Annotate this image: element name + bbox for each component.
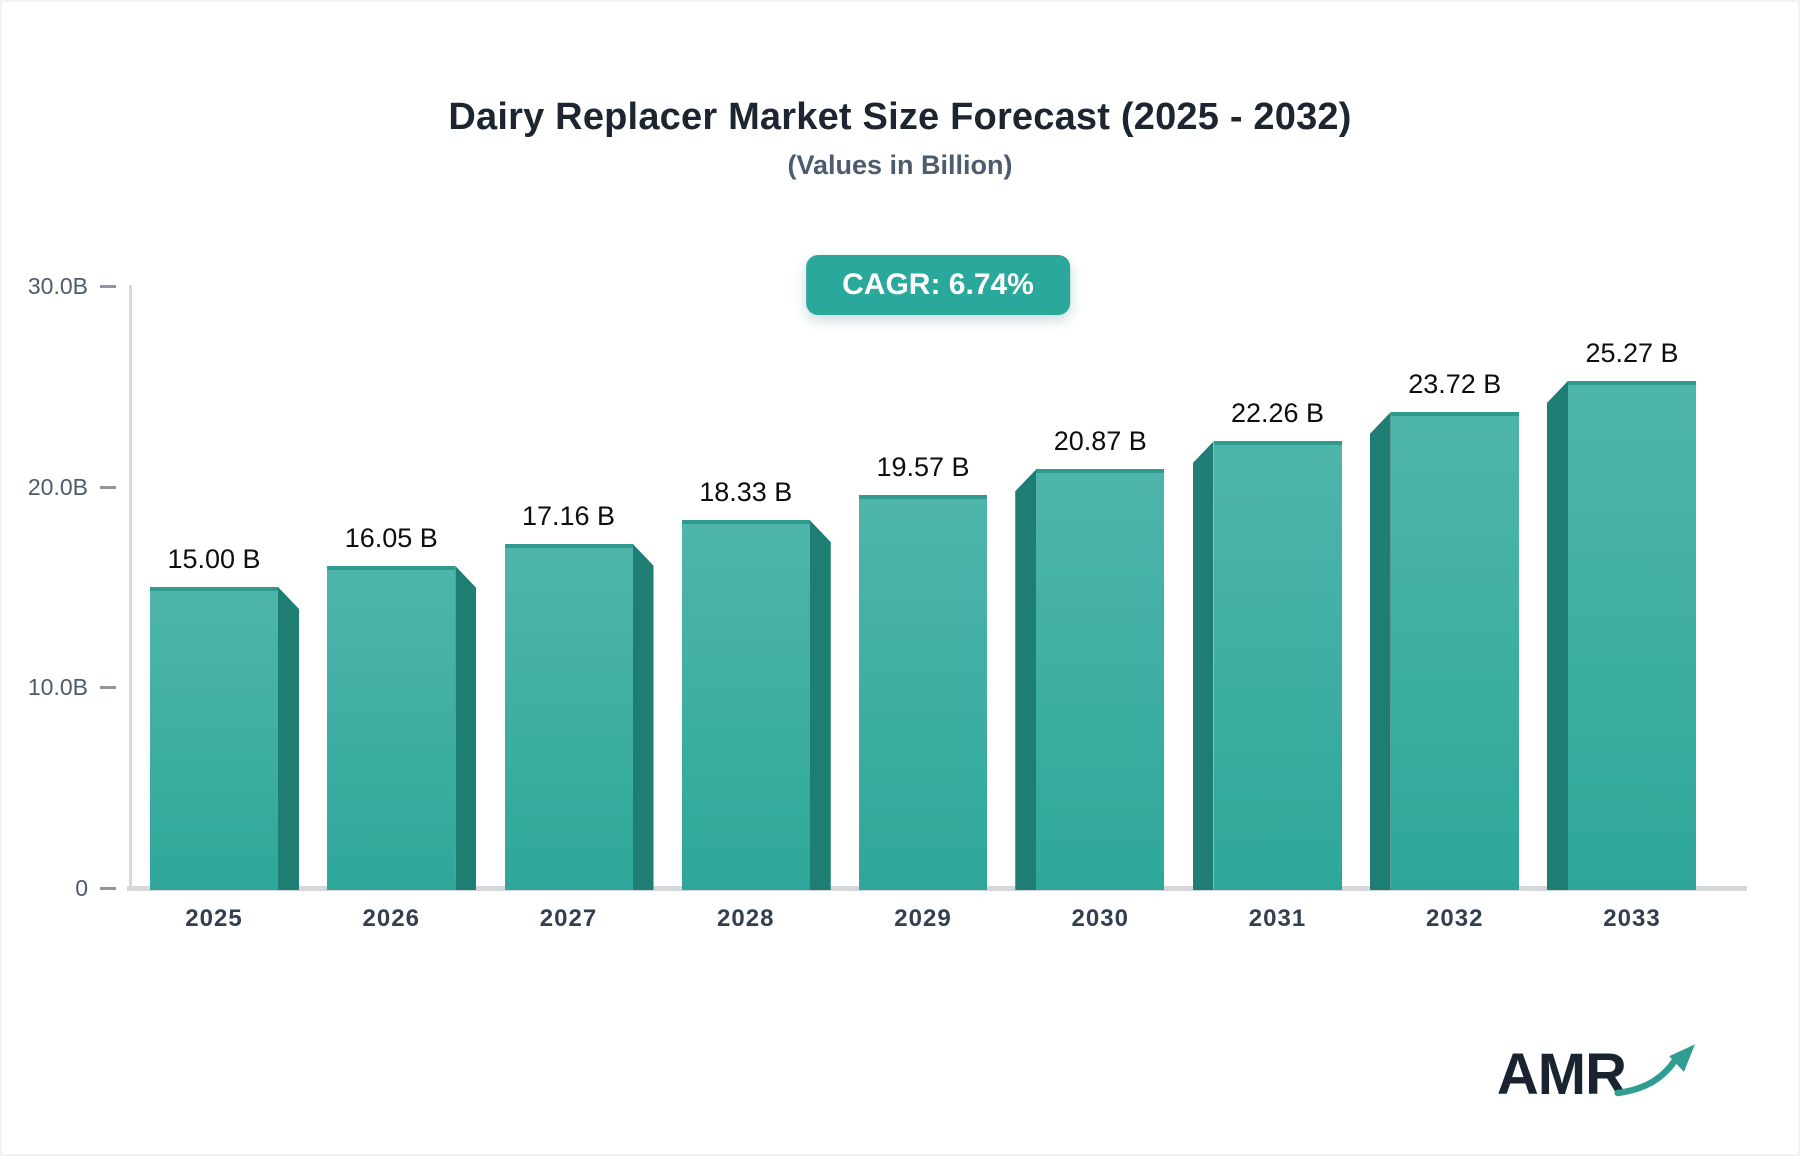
bar-value-label: 17.16 B — [521, 500, 616, 531]
y-tick-label: 10.0B — [27, 674, 88, 701]
cagr-badge: CAGR: 6.74% — [806, 255, 1070, 315]
x-tick-label: 2027 — [539, 905, 598, 932]
bar-side-face — [1547, 380, 1568, 890]
y-tick-mark — [100, 887, 116, 890]
y-tick-label: 30.0B — [27, 273, 88, 299]
x-tick-label: 2031 — [1248, 905, 1307, 932]
bar-value-label: 20.87 B — [1053, 426, 1147, 457]
bar-side-face — [1015, 469, 1037, 890]
x-tick-label: 2028 — [717, 905, 775, 932]
bar-side-face — [1192, 441, 1214, 890]
bar — [1036, 469, 1165, 890]
bar-side-face — [809, 520, 831, 890]
amr-logo-text: AMR — [1496, 1042, 1627, 1107]
bar — [859, 495, 987, 890]
bar — [1213, 441, 1342, 890]
y-tick-mark — [100, 686, 116, 690]
y-tick-mark — [100, 485, 116, 489]
y-tick-label: 0 — [75, 875, 88, 901]
x-tick-label: 2030 — [1071, 905, 1129, 932]
x-tick-label: 2032 — [1426, 905, 1484, 932]
y-axis-line — [129, 285, 132, 889]
x-tick-label: 2025 — [185, 905, 243, 932]
bar-value-label: 19.57 B — [876, 452, 970, 483]
bar — [327, 565, 456, 890]
x-tick-label: 2026 — [362, 905, 420, 932]
bar-side-face — [278, 587, 299, 890]
bar — [504, 543, 633, 890]
y-tick-label: 20.0B — [27, 473, 88, 500]
bar — [1390, 412, 1519, 890]
bar — [681, 520, 810, 890]
chart-title: Dairy Replacer Market Size Forecast (202… — [448, 96, 1352, 138]
bar-value-label: 18.33 B — [699, 477, 793, 508]
chart-subtitle: (Values in Billion) — [787, 150, 1013, 180]
bar-value-label: 25.27 B — [1585, 337, 1679, 368]
bar-side-face — [1369, 412, 1391, 890]
bar-side-face — [632, 543, 654, 890]
bar-side-face — [455, 565, 477, 890]
bar — [1568, 380, 1696, 890]
bar-value-label: 15.00 B — [167, 544, 261, 574]
bar — [150, 587, 278, 890]
x-tick-label: 2029 — [894, 905, 952, 932]
x-tick-label: 2033 — [1603, 905, 1661, 932]
bar-value-label: 23.72 B — [1408, 369, 1502, 400]
y-tick-mark — [100, 285, 116, 288]
bar-value-label: 22.26 B — [1230, 398, 1325, 429]
amr-logo: AMR — [1497, 1040, 1706, 1104]
bar-value-label: 16.05 B — [344, 522, 438, 553]
growth-arrow-icon — [1614, 1044, 1695, 1097]
